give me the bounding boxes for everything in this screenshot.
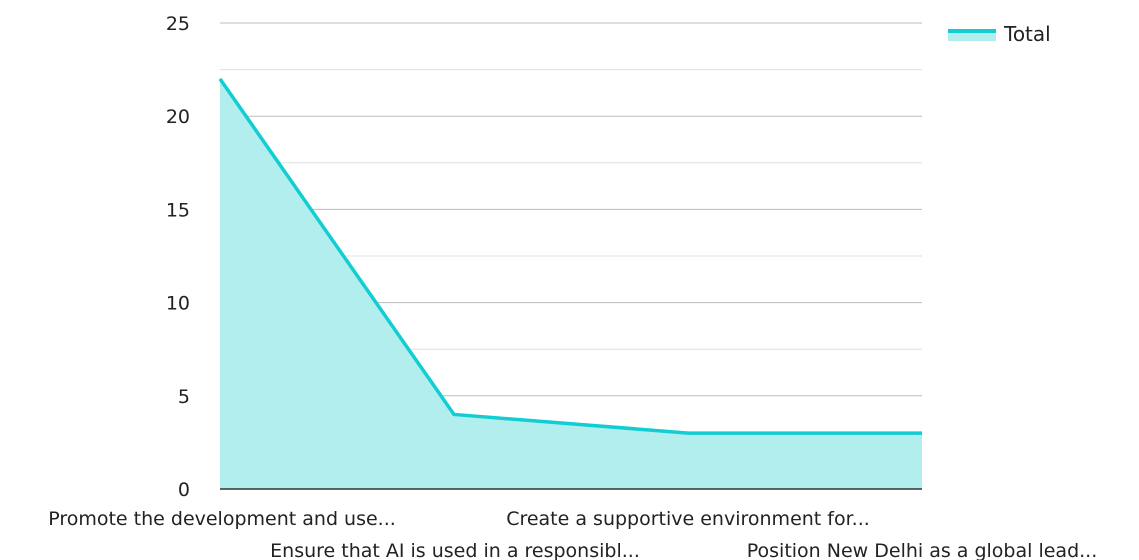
x-category-label: Ensure that AI is used in a responsibl..…: [270, 540, 640, 560]
series-line-total: [218, 77, 922, 435]
area-fill: [220, 78, 922, 490]
y-tick-label: 5: [178, 386, 190, 408]
y-tick-label: 25: [166, 13, 190, 35]
legend[interactable]: Total: [948, 22, 1051, 46]
tick-labels: 0 5 10 15 20 25 Promote the development and us…: [48, 13, 1097, 560]
x-category-label: Position New Delhi as a global lead...: [747, 540, 1098, 560]
y-tick-label: 10: [166, 293, 190, 315]
y-tick-label: 20: [166, 106, 190, 128]
x-category-label: Promote the development and use...: [48, 508, 396, 530]
y-tick-label: 15: [166, 199, 190, 221]
legend-swatch: [948, 27, 996, 41]
area-series: [218, 77, 923, 490]
y-tick-label: 0: [178, 479, 190, 501]
x-category-label: Create a supportive environment for...: [506, 508, 870, 530]
legend-label: Total: [1004, 22, 1051, 46]
